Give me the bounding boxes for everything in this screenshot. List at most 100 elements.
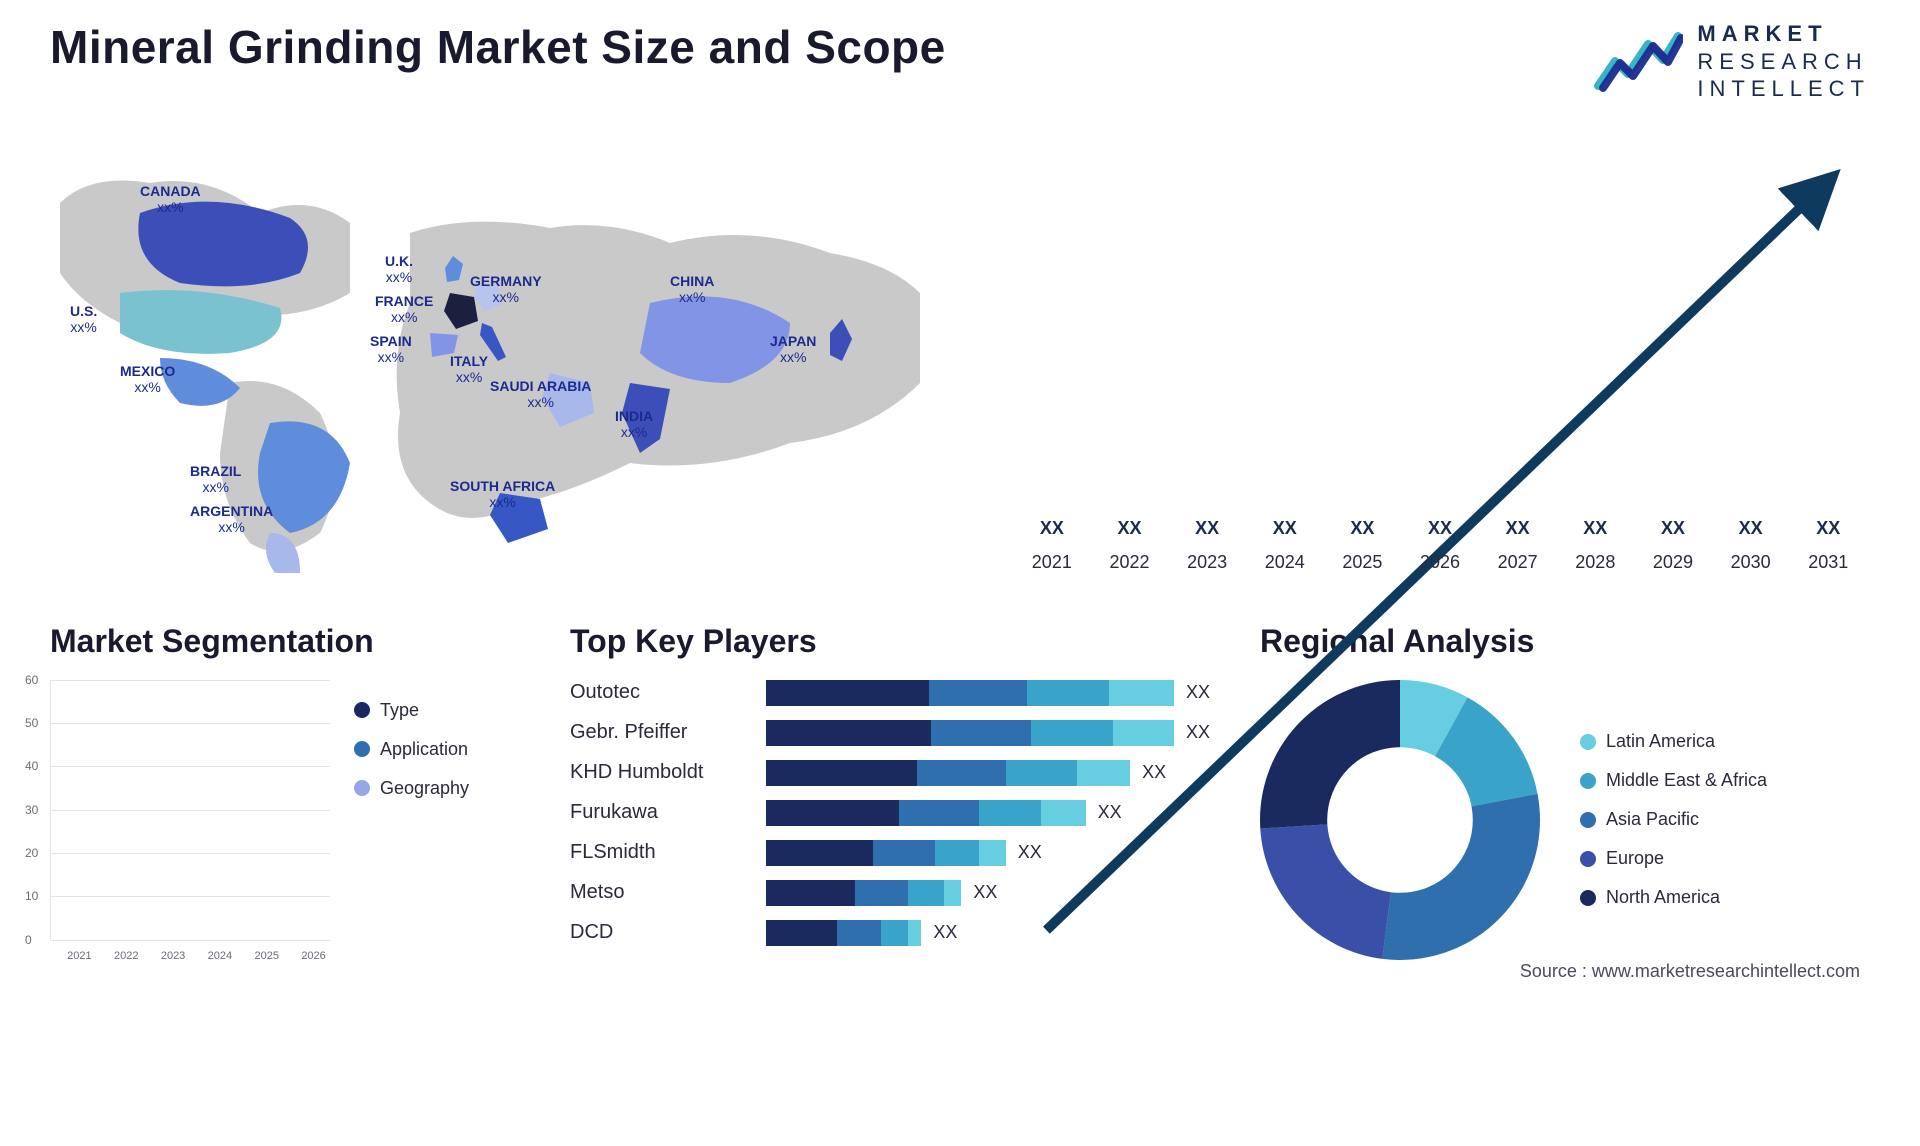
key-players-title: Top Key Players xyxy=(570,623,1210,660)
growth-xaxis-label: 2027 xyxy=(1486,546,1550,573)
growth-bar-value: XX xyxy=(1175,518,1239,539)
growth-bar-value: XX xyxy=(1408,518,1472,539)
seg-ytick: 50 xyxy=(25,716,38,730)
growth-bar-2031: XX xyxy=(1796,518,1860,545)
segmentation-panel: Market Segmentation 20212022202320242025… xyxy=(50,623,520,940)
player-value: XX xyxy=(1142,762,1166,783)
map-label-south-africa: SOUTH AFRICAxx% xyxy=(450,478,555,510)
growth-xaxis-label: 2029 xyxy=(1641,546,1705,573)
legend-label: Latin America xyxy=(1606,731,1715,752)
map-label-italy: ITALYxx% xyxy=(450,353,488,385)
legend-dot-icon xyxy=(354,702,370,718)
player-bar: XX xyxy=(766,680,1210,706)
player-value: XX xyxy=(1098,802,1122,823)
seg-legend-item: Application xyxy=(354,739,520,760)
growth-bar-value: XX xyxy=(1098,518,1162,539)
growth-bar-2022: XX xyxy=(1098,518,1162,545)
player-label: Outotec xyxy=(570,680,740,706)
regional-legend-item: Middle East & Africa xyxy=(1580,770,1767,791)
player-bar: XX xyxy=(766,760,1210,786)
growth-bar-2027: XX xyxy=(1486,518,1550,545)
player-value: XX xyxy=(1186,682,1210,703)
legend-dot-icon xyxy=(1580,812,1596,828)
map-label-u-k-: U.K.xx% xyxy=(385,253,413,285)
map-label-germany: GERMANYxx% xyxy=(470,273,542,305)
legend-dot-icon xyxy=(1580,734,1596,750)
segmentation-chart: 202120222023202420252026 0102030405060 xyxy=(50,680,330,940)
growth-xaxis-label: 2031 xyxy=(1796,546,1860,573)
growth-xaxis-label: 2030 xyxy=(1719,546,1783,573)
player-bar: XX xyxy=(766,920,1210,946)
growth-bar-2025: XX xyxy=(1331,518,1395,545)
legend-label: Geography xyxy=(380,778,469,799)
regional-legend-item: Asia Pacific xyxy=(1580,809,1767,830)
map-label-u-s-: U.S.xx% xyxy=(70,303,97,335)
growth-bar-value: XX xyxy=(1020,518,1084,539)
growth-bar-chart: XXXXXXXXXXXXXXXXXXXXXX 20212022202320242… xyxy=(1010,133,1870,573)
legend-label: Asia Pacific xyxy=(1606,809,1699,830)
growth-bar-2030: XX xyxy=(1719,518,1783,545)
regional-legend: Latin America Middle East & Africa Asia Pa… xyxy=(1580,731,1767,908)
map-label-canada: CANADAxx% xyxy=(140,183,201,215)
map-label-saudi-arabia: SAUDI ARABIAxx% xyxy=(490,378,591,410)
map-label-japan: JAPANxx% xyxy=(770,333,816,365)
regional-title: Regional Analysis xyxy=(1260,623,1870,660)
seg-ytick: 40 xyxy=(25,759,38,773)
growth-xaxis-label: 2022 xyxy=(1098,546,1162,573)
seg-xaxis-label: 2025 xyxy=(250,950,283,962)
player-label: Gebr. Pfeiffer xyxy=(570,720,740,746)
player-label: DCD xyxy=(570,920,740,946)
seg-xaxis-label: 2022 xyxy=(110,950,143,962)
regional-legend-item: North America xyxy=(1580,887,1767,908)
growth-xaxis-label: 2028 xyxy=(1563,546,1627,573)
map-label-france: FRANCExx% xyxy=(375,293,433,325)
map-label-spain: SPAINxx% xyxy=(370,333,412,365)
segmentation-title: Market Segmentation xyxy=(50,623,520,660)
growth-bar-2029: XX xyxy=(1641,518,1705,545)
regional-donut-chart xyxy=(1260,680,1540,960)
legend-dot-icon xyxy=(1580,851,1596,867)
logo-text-3: INTELLECT xyxy=(1697,75,1870,103)
growth-bar-2028: XX xyxy=(1563,518,1627,545)
player-bar: XX xyxy=(766,720,1210,746)
growth-xaxis-label: 2023 xyxy=(1175,546,1239,573)
seg-xaxis-label: 2024 xyxy=(203,950,236,962)
player-value: XX xyxy=(973,882,997,903)
legend-label: North America xyxy=(1606,887,1720,908)
map-label-mexico: MEXICOxx% xyxy=(120,363,175,395)
key-players-chart: XX XX XX XX XX XX XX xyxy=(766,680,1210,946)
logo-text-1: MARKET xyxy=(1697,20,1870,48)
legend-label: Application xyxy=(380,739,468,760)
seg-xaxis-label: 2023 xyxy=(157,950,190,962)
brand-logo: MARKET RESEARCH INTELLECT xyxy=(1593,20,1870,103)
growth-bar-value: XX xyxy=(1253,518,1317,539)
player-value: XX xyxy=(1186,722,1210,743)
growth-bar-value: XX xyxy=(1719,518,1783,539)
seg-legend-item: Geography xyxy=(354,778,520,799)
growth-xaxis-label: 2025 xyxy=(1331,546,1395,573)
growth-bar-value: XX xyxy=(1486,518,1550,539)
growth-bar-2023: XX xyxy=(1175,518,1239,545)
seg-xaxis-label: 2021 xyxy=(63,950,96,962)
growth-bar-value: XX xyxy=(1563,518,1627,539)
growth-bar-value: XX xyxy=(1641,518,1705,539)
growth-xaxis-label: 2021 xyxy=(1020,546,1084,573)
legend-dot-icon xyxy=(354,780,370,796)
growth-bar-value: XX xyxy=(1331,518,1395,539)
player-value: XX xyxy=(1018,842,1042,863)
seg-ytick: 0 xyxy=(25,933,32,947)
seg-legend-item: Type xyxy=(354,700,520,721)
source-label: Source : www.marketresearchintellect.com xyxy=(1520,961,1860,982)
growth-bar-value: XX xyxy=(1796,518,1860,539)
player-label: KHD Humboldt xyxy=(570,760,740,786)
legend-label: Europe xyxy=(1606,848,1664,869)
logo-text-2: RESEARCH xyxy=(1697,48,1870,76)
legend-dot-icon xyxy=(1580,773,1596,789)
growth-bar-2024: XX xyxy=(1253,518,1317,545)
map-label-india: INDIAxx% xyxy=(615,408,653,440)
player-value: XX xyxy=(933,922,957,943)
regional-legend-item: Latin America xyxy=(1580,731,1767,752)
key-players-panel: Top Key Players Outotec Gebr. Pfeiffer KHD… xyxy=(570,623,1210,946)
logo-mark-icon xyxy=(1593,26,1683,96)
legend-label: Middle East & Africa xyxy=(1606,770,1767,791)
